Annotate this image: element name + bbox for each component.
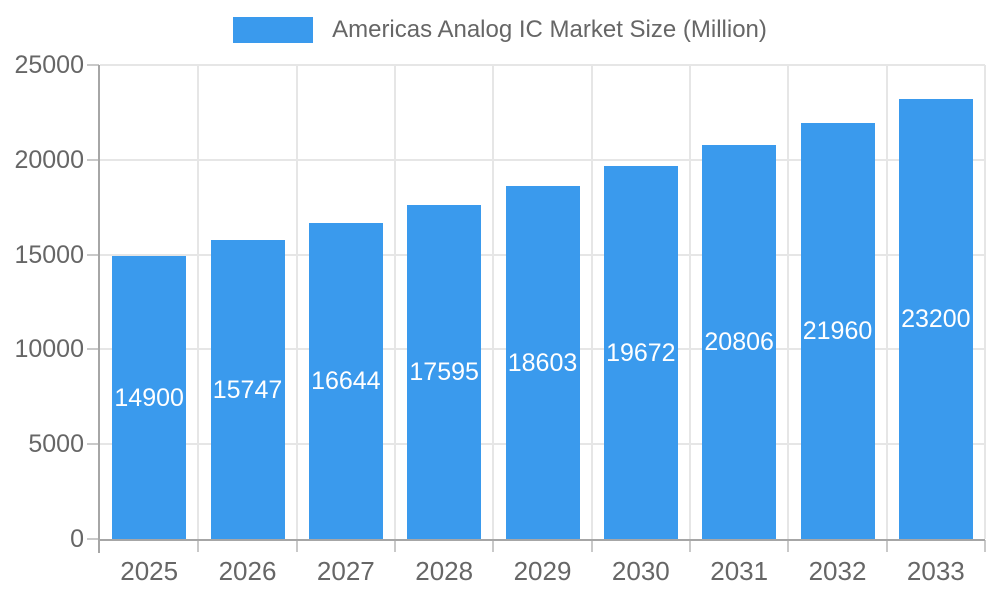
x-axis-tick [394, 540, 396, 552]
x-axis-tick [984, 540, 986, 552]
bar[interactable] [898, 99, 973, 539]
x-axis-label: 2028 [415, 556, 474, 586]
x-axis-label: 2025 [120, 556, 179, 586]
bar-value-label: 15747 [212, 375, 283, 404]
y-axis-tick [87, 443, 99, 446]
bar[interactable] [407, 205, 482, 539]
y-axis-line [98, 65, 100, 553]
x-axis-line [98, 539, 985, 541]
y-axis-tick [87, 64, 99, 66]
bar[interactable] [603, 166, 678, 539]
bar-value-label: 21960 [802, 316, 873, 345]
x-axis-label: 2030 [611, 556, 670, 586]
bar[interactable] [702, 144, 777, 539]
y-axis-label: 15000 [14, 240, 84, 269]
y-axis-label: 0 [70, 525, 84, 553]
legend-item[interactable]: Americas Analog IC Market Size (Million) [0, 16, 1000, 44]
x-axis-tick [787, 540, 790, 552]
y-axis-tick [87, 348, 99, 351]
y-axis-label: 5000 [28, 430, 84, 459]
gridline-vertical [689, 65, 691, 539]
y-axis-label: 10000 [14, 335, 84, 364]
gridline-vertical [984, 65, 986, 539]
gridline-vertical [885, 65, 888, 539]
bar-value-label: 17595 [409, 358, 479, 387]
x-axis-tick [885, 540, 888, 552]
legend-label: Americas Analog IC Market Size (Million) [332, 16, 767, 43]
legend-swatch [233, 17, 314, 43]
bar[interactable] [112, 256, 187, 539]
x-axis-tick [492, 540, 495, 552]
x-axis-label: 2032 [808, 556, 867, 586]
y-axis-tick [87, 538, 99, 540]
gridline-horizontal [100, 64, 985, 66]
y-axis-tick [87, 158, 99, 161]
gridline-vertical [295, 65, 298, 539]
y-axis-tick [87, 253, 99, 256]
y-axis-label: 20000 [14, 145, 84, 174]
x-axis-tick [295, 540, 298, 552]
y-axis-label: 25000 [14, 51, 84, 79]
gridline-vertical [590, 65, 593, 539]
x-axis-label: 2027 [316, 556, 375, 586]
gridline-vertical [197, 65, 200, 539]
bar[interactable] [505, 186, 580, 539]
gridline-vertical [787, 65, 790, 539]
x-axis-tick [197, 540, 200, 552]
x-axis-label: 2026 [218, 556, 277, 586]
bar-value-label: 14900 [114, 383, 184, 412]
x-axis-tick [689, 540, 691, 552]
bar-value-label: 23200 [901, 305, 971, 334]
bar-value-label: 19672 [606, 338, 676, 367]
bar-value-label: 18603 [507, 348, 578, 377]
bar-value-label: 16644 [311, 367, 381, 396]
gridline-horizontal [100, 158, 985, 161]
bar-value-label: 20806 [704, 327, 774, 356]
bar[interactable] [800, 122, 875, 539]
x-axis-label: 2029 [513, 556, 572, 586]
gridline-vertical [394, 65, 396, 539]
bar[interactable] [210, 240, 285, 539]
x-axis-tick [590, 540, 593, 552]
gridline-vertical [492, 65, 495, 539]
x-axis-label: 2033 [906, 556, 965, 586]
bar[interactable] [308, 223, 383, 539]
x-axis-label: 2031 [710, 556, 769, 586]
